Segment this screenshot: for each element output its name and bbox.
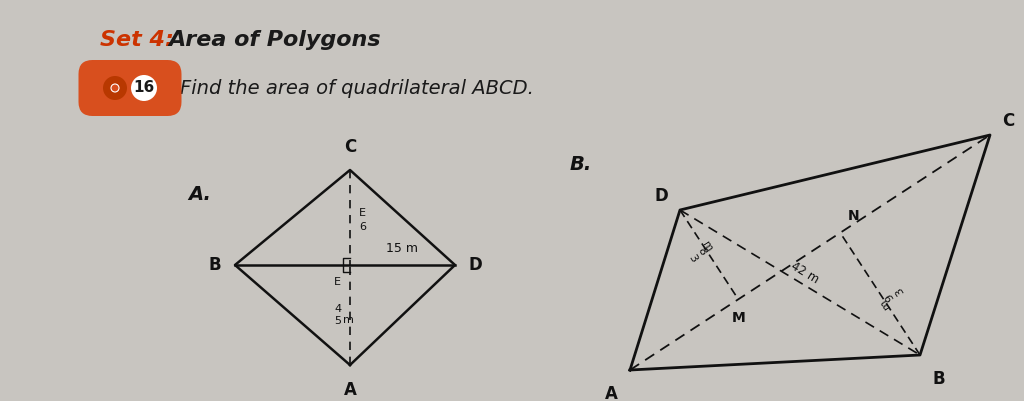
Text: m: m (879, 297, 892, 311)
Text: 15 m: 15 m (386, 242, 419, 255)
Text: Area of Polygons: Area of Polygons (168, 30, 381, 50)
Text: 16: 16 (133, 81, 155, 95)
Text: Set 4:: Set 4: (100, 30, 174, 50)
Text: N: N (848, 209, 860, 223)
Text: A.: A. (188, 185, 211, 204)
Text: 4
5: 4 5 (335, 304, 342, 326)
Text: C: C (344, 138, 356, 156)
Circle shape (111, 84, 119, 92)
FancyBboxPatch shape (79, 60, 181, 116)
Text: B: B (208, 256, 221, 274)
Text: 42 m: 42 m (788, 259, 821, 286)
Text: 6: 6 (359, 223, 366, 233)
Text: Find the area of quadrilateral ABCD.: Find the area of quadrilateral ABCD. (179, 79, 534, 97)
Text: m: m (700, 240, 714, 253)
Text: B.: B. (570, 155, 592, 174)
Text: 8
3: 8 3 (686, 246, 709, 263)
Text: D: D (469, 256, 482, 274)
Text: M: M (731, 311, 745, 325)
Text: m: m (343, 315, 353, 325)
Circle shape (131, 75, 157, 101)
Circle shape (103, 76, 127, 100)
Text: E: E (334, 277, 341, 287)
Text: B: B (932, 370, 944, 388)
Text: 9
3: 9 3 (884, 285, 906, 303)
Text: E: E (359, 207, 366, 217)
Text: A: A (605, 385, 618, 401)
Text: A: A (344, 381, 356, 399)
Text: D: D (654, 187, 668, 205)
Text: C: C (1002, 112, 1014, 130)
